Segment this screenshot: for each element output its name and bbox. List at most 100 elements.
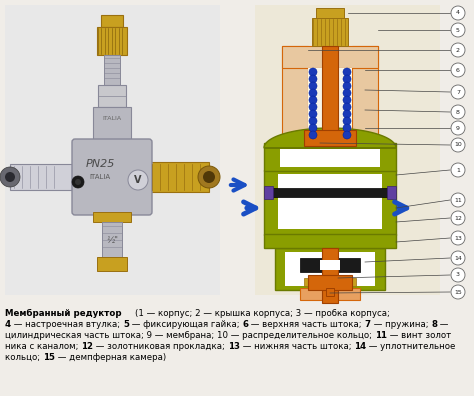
Bar	[352, 46, 378, 146]
Bar	[308, 275, 352, 290]
Bar	[98, 85, 126, 107]
Text: 3: 3	[456, 272, 460, 278]
Circle shape	[451, 285, 465, 299]
Text: 14: 14	[354, 342, 366, 351]
Circle shape	[451, 6, 465, 20]
Circle shape	[451, 121, 465, 135]
Text: кольцо;: кольцо;	[5, 353, 43, 362]
Bar	[326, 288, 334, 296]
Text: 6: 6	[242, 320, 248, 329]
Text: 8: 8	[456, 110, 460, 114]
Bar	[97, 27, 127, 55]
Bar	[320, 260, 340, 270]
Circle shape	[343, 110, 351, 118]
Circle shape	[343, 68, 351, 76]
Text: 14: 14	[454, 255, 462, 261]
Text: 2: 2	[456, 48, 460, 53]
Circle shape	[343, 103, 351, 111]
Text: 11: 11	[375, 331, 387, 340]
Bar	[280, 147, 380, 167]
Circle shape	[451, 105, 465, 119]
Circle shape	[343, 131, 351, 139]
Circle shape	[343, 124, 351, 132]
Text: 13: 13	[228, 342, 240, 351]
Circle shape	[309, 89, 317, 97]
Text: 15: 15	[43, 353, 55, 362]
Text: — уплотнительное: — уплотнительное	[366, 342, 456, 351]
Bar	[264, 143, 396, 171]
Circle shape	[451, 268, 465, 282]
Text: цилиндрическая часть штока; 9 — мембрана; 10 — распределительное кольцо;: цилиндрическая часть штока; 9 — мембрана…	[5, 331, 375, 340]
FancyBboxPatch shape	[72, 139, 152, 215]
Bar	[300, 258, 360, 272]
Text: 4: 4	[5, 320, 11, 329]
Circle shape	[128, 170, 148, 190]
Circle shape	[343, 96, 351, 104]
Circle shape	[0, 167, 20, 187]
Circle shape	[309, 68, 317, 76]
Text: — пружина;: — пружина;	[371, 320, 431, 329]
Bar	[97, 257, 127, 271]
Text: —: —	[437, 320, 448, 329]
Circle shape	[451, 43, 465, 57]
Bar	[304, 130, 356, 146]
Text: ITALIA: ITALIA	[102, 116, 121, 122]
Circle shape	[451, 23, 465, 37]
Bar	[104, 55, 120, 85]
Text: 7: 7	[456, 89, 460, 95]
Bar	[264, 170, 396, 235]
Text: — верхняя часть штока;: — верхняя часть штока;	[248, 320, 365, 329]
Text: Мембранный редуктор: Мембранный редуктор	[5, 309, 122, 318]
Text: ½": ½"	[106, 236, 118, 244]
Text: 5: 5	[456, 27, 460, 32]
Text: 12: 12	[81, 342, 93, 351]
Text: 8: 8	[431, 320, 437, 329]
Bar	[387, 186, 396, 199]
Text: 12: 12	[454, 215, 462, 221]
Circle shape	[203, 171, 215, 183]
Circle shape	[451, 231, 465, 245]
Text: 6: 6	[456, 67, 460, 72]
Bar	[312, 18, 348, 46]
Bar	[264, 186, 273, 199]
Circle shape	[451, 251, 465, 265]
Bar	[264, 234, 396, 248]
Circle shape	[451, 211, 465, 225]
Bar	[102, 222, 122, 257]
Text: (1 — корпус; 2 — крышка корпуса; 3 — пробка корпуса;: (1 — корпус; 2 — крышка корпуса; 3 — про…	[135, 309, 390, 318]
Text: — винт золот: — винт золот	[387, 331, 451, 340]
Circle shape	[75, 179, 81, 185]
Bar	[300, 288, 360, 300]
Text: — нижняя часть штока;: — нижняя часть штока;	[240, 342, 354, 351]
Circle shape	[309, 124, 317, 132]
Circle shape	[451, 85, 465, 99]
Bar	[93, 107, 131, 142]
Text: 13: 13	[454, 236, 462, 240]
Circle shape	[451, 163, 465, 177]
Text: — демпферная камера): — демпферная камера)	[55, 353, 166, 362]
Bar	[316, 8, 344, 18]
Bar	[149, 162, 209, 192]
Bar	[282, 46, 378, 68]
Bar	[270, 188, 390, 197]
Bar	[304, 278, 314, 286]
Text: ника с каналом;: ника с каналом;	[5, 342, 81, 351]
Text: 9: 9	[456, 126, 460, 131]
Circle shape	[309, 103, 317, 111]
Bar	[255, 5, 440, 295]
Bar	[275, 248, 385, 290]
Bar	[346, 278, 356, 286]
Bar	[282, 46, 308, 146]
Circle shape	[343, 75, 351, 83]
Circle shape	[198, 166, 220, 188]
Circle shape	[309, 96, 317, 104]
Circle shape	[451, 63, 465, 77]
Bar	[322, 46, 338, 146]
Circle shape	[309, 82, 317, 90]
Circle shape	[309, 117, 317, 125]
Circle shape	[343, 89, 351, 97]
Bar	[308, 68, 352, 148]
Text: 15: 15	[454, 289, 462, 295]
Text: 4: 4	[456, 11, 460, 15]
Bar	[278, 174, 382, 229]
